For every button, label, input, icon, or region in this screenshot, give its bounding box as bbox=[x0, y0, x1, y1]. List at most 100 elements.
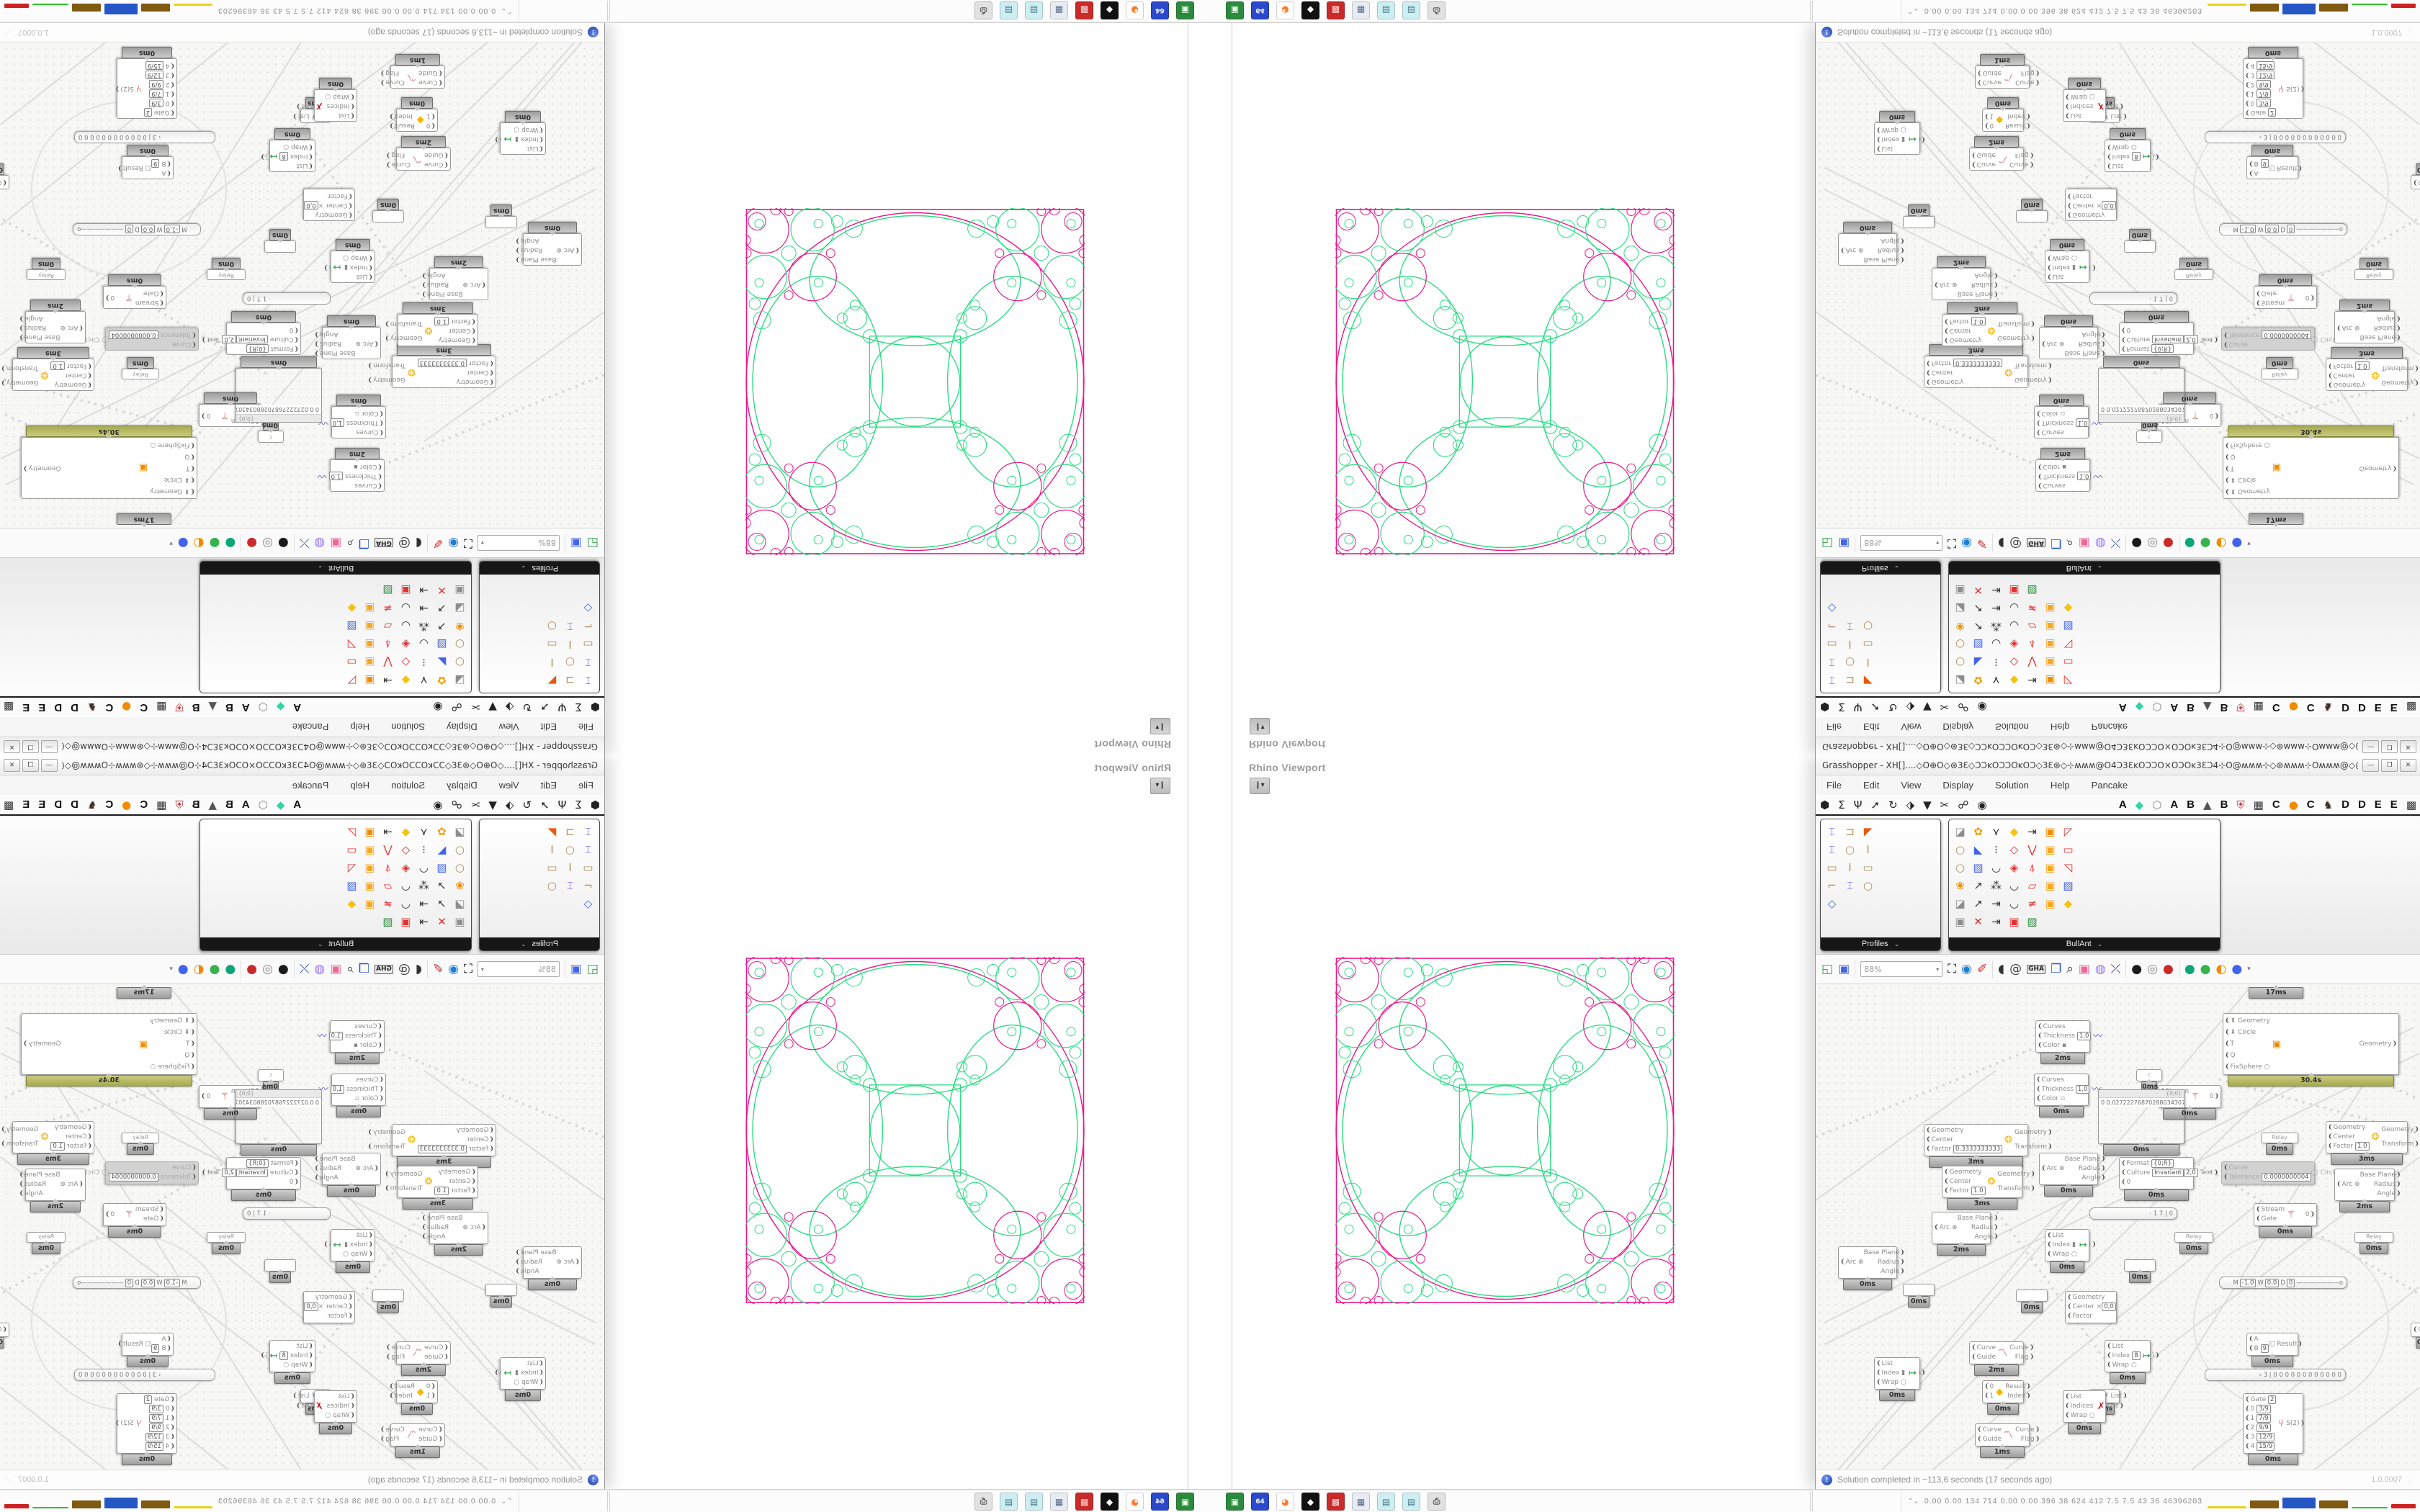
close-button[interactable]: ✕ bbox=[2400, 759, 2416, 772]
plugin-tab-0[interactable]: A bbox=[2118, 701, 2127, 714]
plugin-tab-13[interactable]: D bbox=[71, 701, 79, 714]
component-icon[interactable]: ⋎ bbox=[420, 824, 428, 838]
component-icon[interactable]: ⁝ bbox=[422, 842, 426, 856]
gh-node-23[interactable]: 0ms bbox=[1903, 1284, 1935, 1308]
category-tab-icon-8[interactable]: ☍ bbox=[1958, 798, 1969, 811]
category-tab-icon-8[interactable]: ☍ bbox=[1958, 701, 1969, 714]
plugin-tab-9[interactable]: C bbox=[140, 798, 148, 811]
component-icon[interactable]: ⌶ bbox=[585, 674, 592, 688]
gh-node-11[interactable]: Relay 0ms bbox=[207, 258, 246, 280]
component-icon[interactable]: ▣ bbox=[2045, 620, 2056, 634]
category-tab-icon-7[interactable]: ✂ bbox=[1940, 798, 1950, 811]
component-icon[interactable]: ▣ bbox=[364, 602, 375, 616]
quality-teal-icon[interactable]: ● bbox=[2184, 536, 2195, 551]
component-icon[interactable]: ◆ bbox=[347, 602, 357, 616]
gh-node-29[interactable]: ‹ 3 | 0 0 0 0 0 0 0 0 0 0 0 0 bbox=[74, 131, 215, 143]
component-icon[interactable]: ▣ bbox=[400, 584, 411, 598]
category-tab-icon-1[interactable]: Σ bbox=[1838, 798, 1845, 811]
component-icon[interactable]: ⇥ bbox=[1991, 914, 2001, 928]
gh-node-10[interactable]: ❨Stream ❨Gate ⚚ 0❩ 0ms bbox=[103, 1203, 166, 1238]
component-icon[interactable]: ◆ bbox=[401, 824, 411, 838]
screenshot-tool-icon[interactable]: ▣ bbox=[1176, 1493, 1194, 1511]
gh-node-35[interactable]: ❨Curve ❨Guide 〽 Curve❩ Flag❩ 1ms bbox=[1975, 1423, 2040, 1458]
inkscape-icon[interactable]: ◆ bbox=[1101, 1, 1119, 19]
plugin-tab-2[interactable]: ⬡ bbox=[258, 701, 268, 714]
category-tab-icon-5[interactable]: ⬗ bbox=[505, 798, 514, 811]
gh-node-24[interactable]: ❨List ❨Index ▮ ❨Wrap ○ ↦ i❩ 0ms bbox=[2045, 1229, 2097, 1273]
component-icon[interactable]: ◆ bbox=[347, 896, 357, 910]
firefox-icon[interactable]: ◕ bbox=[1276, 1493, 1294, 1511]
menu-item-view[interactable]: View bbox=[498, 780, 519, 791]
menu-item-display[interactable]: Display bbox=[1942, 780, 1973, 791]
gumball-black-icon[interactable]: ● bbox=[277, 961, 289, 976]
canvas-zoom-input[interactable]: 88% ▾ bbox=[1860, 535, 1943, 551]
component-icon[interactable]: ▣ bbox=[364, 656, 375, 670]
gh-node-18[interactable]: ❨Geometry ❨Center ❨Factor 0.3333333333 ❂ Geo… bbox=[1924, 1124, 2053, 1168]
component-icon[interactable]: ↗ bbox=[1973, 896, 1983, 910]
component-icon[interactable]: Ⅰ bbox=[568, 860, 572, 874]
floppy-64-icon[interactable]: 64 bbox=[1251, 1493, 1269, 1511]
plugin-tab-11[interactable]: C bbox=[105, 798, 114, 811]
plugin-tab-17[interactable]: ▩ bbox=[4, 701, 14, 714]
component-icon[interactable]: ⊐ bbox=[1845, 674, 1855, 688]
canvas-zoom-input[interactable]: 88% ▾ bbox=[477, 961, 560, 977]
component-icon[interactable]: ◆ bbox=[2009, 824, 2019, 838]
gh-node-29[interactable]: ‹ 3 | 0 0 0 0 0 0 0 0 0 0 0 0 bbox=[74, 1369, 215, 1381]
component-icon[interactable]: ✕ bbox=[437, 914, 447, 928]
ribbon-group-label[interactable]: Profiles ⌄ bbox=[480, 937, 599, 950]
component-icon[interactable]: ⊐ bbox=[565, 824, 575, 838]
gh-node-18[interactable]: ❨Geometry ❨Center ❨Factor 0.3333333333 ❂ Geo… bbox=[1924, 344, 2053, 388]
gh-node-34[interactable]: ❨0 ❨1 ◆ Result❩ Index❩ 0ms bbox=[1982, 1380, 2031, 1415]
gh-node-29[interactable]: ‹ 3 | 0 0 0 0 0 0 0 0 0 0 0 0 bbox=[2205, 1369, 2346, 1381]
gh-node-26[interactable]: ❨Geometry❨Center ×0,0❨Factor bbox=[2065, 1291, 2117, 1323]
resize-grip-icon[interactable]: ⋰ bbox=[2407, 27, 2415, 37]
rhino-viewport[interactable]: Rhino Viewport ❙▾ bbox=[1210, 23, 1814, 756]
menu-item-solution[interactable]: Solution bbox=[391, 780, 426, 791]
component-icon[interactable]: ◡ bbox=[400, 896, 411, 910]
gh-node-25[interactable]: 0ms bbox=[2016, 199, 2048, 222]
category-tab-icon-3[interactable]: ➚ bbox=[1870, 798, 1880, 811]
gh-node-24[interactable]: ❨List ❨Index ▮ ❨Wrap ○ ↦ i❩ 0ms bbox=[323, 239, 375, 283]
gh-node-2[interactable]: ❨⬆ Geometry ❨⬇ Circle ❨T ❨Q ❨FixSphere ○ ▣ Geo… bbox=[21, 426, 197, 499]
quality-orange-icon[interactable]: ◐ bbox=[193, 536, 205, 551]
component-icon[interactable]: ▣ bbox=[364, 896, 375, 910]
plugin-tab-6[interactable]: B bbox=[192, 798, 200, 811]
gh-node-11[interactable]: Relay 0ms bbox=[2174, 258, 2213, 280]
package-icon[interactable]: ▣ bbox=[330, 961, 342, 976]
quality-blue-icon[interactable]: ● bbox=[2231, 536, 2243, 551]
gh-node-16[interactable]: ❨Curves ❨Thickness 1,0 ❨Color ▪ 〰 2ms bbox=[2035, 448, 2102, 492]
component-icon[interactable]: ▭ bbox=[346, 656, 357, 670]
component-icon[interactable]: ⌐ bbox=[1827, 878, 1837, 892]
component-icon[interactable]: ▭ bbox=[547, 860, 557, 874]
gh-node-8[interactable]: ❨Curve❨Tolerance 0,0000000004◯ Circle❩ bbox=[76, 328, 199, 351]
viewport-dropdown-button[interactable]: ❙▾ bbox=[1250, 778, 1270, 794]
grasshopper-titlebar[interactable]: Grasshopper - XH[]....◇O⊕O◇⊛3Ɛ◇ƆƆĸOƆƆOĸO… bbox=[1816, 756, 2420, 775]
gh-node-33[interactable]: ❨Curve ❨Guide 〽 Curve❩ Flag❩ 2ms bbox=[386, 136, 451, 171]
component-icon[interactable]: ≠ bbox=[2027, 896, 2037, 910]
component-icon[interactable]: ◇ bbox=[583, 602, 593, 616]
category-tab-icon-3[interactable]: ➚ bbox=[540, 798, 550, 811]
package-icon[interactable]: ▣ bbox=[2078, 961, 2090, 976]
gh-node-28[interactable]: ❨A ❨B 9 ◱ Result❩ 0ms bbox=[117, 1333, 174, 1367]
notepad2-icon[interactable]: ▤ bbox=[1402, 1, 1420, 19]
zoom-extents-icon[interactable]: ⛶ bbox=[463, 536, 472, 551]
component-icon[interactable]: ⋁ bbox=[2027, 656, 2037, 670]
calculator-icon[interactable]: ▦ bbox=[1352, 1493, 1370, 1511]
gh-node-19[interactable]: ❨Geometry ❨Center ❨Factor 1.0 ❂ Geometry❩ Tra… bbox=[385, 1166, 478, 1210]
gh-node-26[interactable]: ❨Geometry❨Center ×0,0❨Factor bbox=[303, 1291, 355, 1323]
component-icon[interactable]: ⍋ bbox=[385, 638, 392, 652]
gh-node-12[interactable]: Relay 0ms bbox=[2354, 1232, 2393, 1254]
component-icon[interactable]: ⌶ bbox=[567, 620, 574, 634]
calculator-icon[interactable]: ▦ bbox=[1352, 1, 1370, 19]
gh-node-1[interactable]: 17ms bbox=[112, 513, 176, 525]
gh-node-22[interactable]: ❨Arc ⊕ Base Plane❩ Radius❩ Angle❩ 0ms bbox=[1838, 1246, 1905, 1290]
plugin-tab-17[interactable]: ▩ bbox=[2406, 798, 2416, 811]
printer-icon[interactable]: ⎙ bbox=[974, 1493, 992, 1511]
plugin-tab-4[interactable]: B bbox=[225, 701, 233, 714]
plugin-tab-16[interactable]: E bbox=[22, 701, 30, 714]
component-icon[interactable]: ▣ bbox=[364, 860, 375, 874]
component-icon[interactable]: ⇥ bbox=[383, 824, 393, 838]
plugin-tab-15[interactable]: E bbox=[38, 798, 46, 811]
gh-node-2[interactable]: ❨⬆ Geometry ❨⬇ Circle ❨T ❨Q ❨FixSphere ○ ▣ Geo… bbox=[21, 1013, 197, 1086]
component-icon[interactable]: ▣ bbox=[2045, 878, 2056, 892]
